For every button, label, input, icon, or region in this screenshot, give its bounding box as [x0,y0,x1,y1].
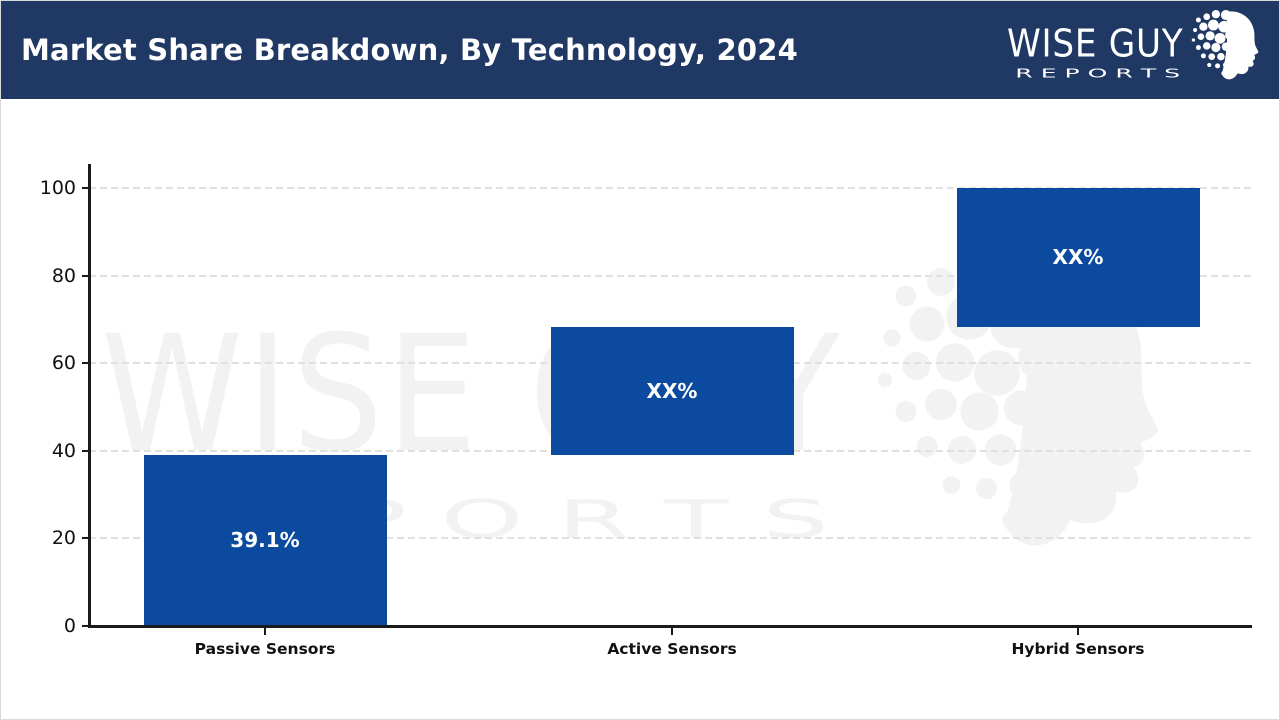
y-axis-line [88,164,91,627]
chart-canvas: 0 20 40 60 80 100 39.1% XX% XX% Passive Sensors Ac… [1,99,1279,719]
y-tick-mark [82,625,89,627]
y-tick-mark [82,187,89,189]
x-tick-label: Hybrid Sensors [1011,640,1145,658]
bar-value-label: 39.1% [230,528,300,553]
y-tick-label: 40 [51,439,76,462]
x-tick-mark [1077,628,1079,635]
x-tick-label: Passive Sensors [194,640,336,658]
y-tick-mark [82,537,89,540]
x-tick-mark [671,628,673,635]
page-title: Market Share Breakdown, By Technology, 2… [21,33,799,67]
x-tick-mark [264,628,266,635]
header-bar: Market Share Breakdown, By Technology, 2… [1,1,1279,99]
y-tick-label: 100 [39,177,76,199]
y-tick-label: 60 [51,352,76,375]
y-tick-mark [82,449,89,452]
x-axis-line [88,625,1252,628]
y-tick-label: 0 [63,615,76,637]
gridline [89,187,1252,189]
bar-value-label: XX% [1052,245,1104,270]
chart-plot-area: 0 20 40 60 80 100 39.1% XX% XX% Passive Sensors Ac… [1,99,1279,719]
bar-value-label: XX% [646,378,698,403]
wiseguy-logo [1007,8,1265,92]
x-tick-label: Active Sensors [607,640,737,658]
y-tick-mark [82,362,89,365]
y-tick-label: 20 [51,527,76,550]
y-tick-label: 80 [51,264,76,287]
y-tick-mark [82,274,89,277]
